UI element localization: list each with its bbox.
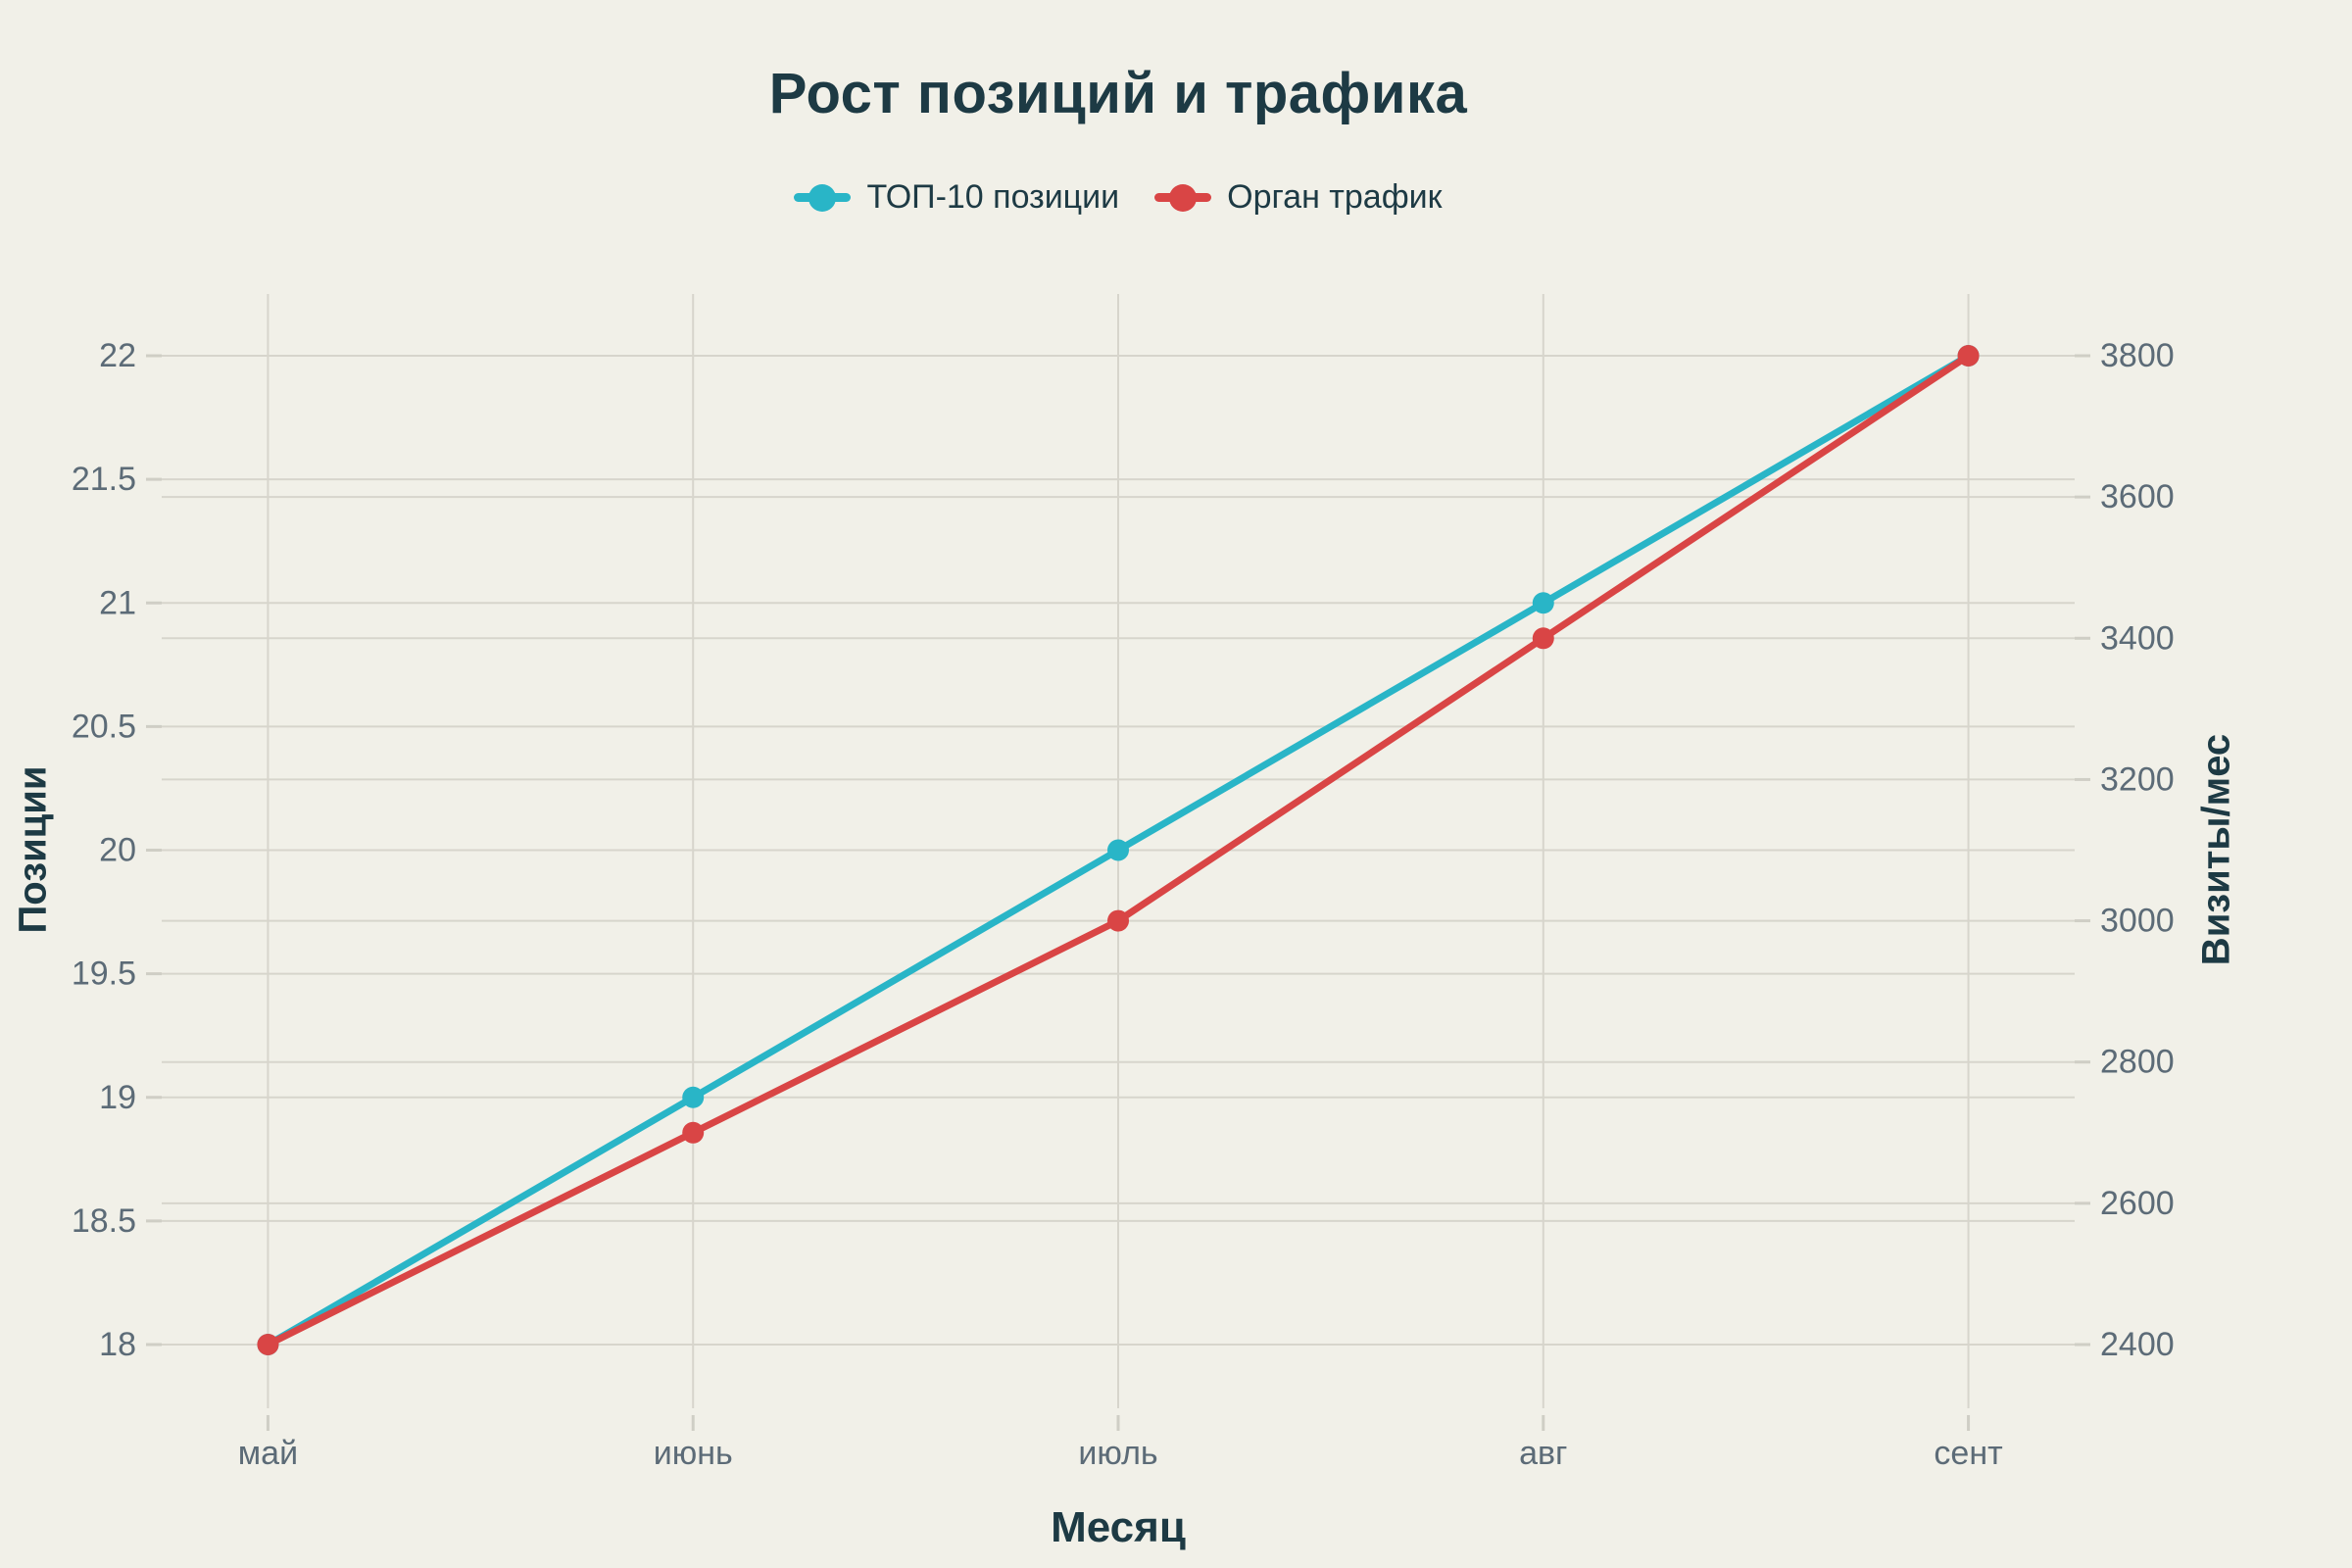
series-0-marker-авг[interactable] xyxy=(1532,592,1554,614)
y-right-tick-label: 2800 xyxy=(2100,1044,2175,1081)
y-left-tick-label: 19.5 xyxy=(72,956,136,993)
y-left-axis-title: Позиции xyxy=(11,765,55,934)
y-right-tick-label: 3400 xyxy=(2100,619,2175,657)
series-1-marker-авг[interactable] xyxy=(1532,627,1554,650)
x-tick-label: июнь xyxy=(654,1435,733,1472)
y-right-tick-label: 3200 xyxy=(2100,760,2175,798)
legend-label: Орган трафик xyxy=(1227,178,1443,216)
y-right-tick-label: 3800 xyxy=(2100,337,2175,374)
y-right-tick-label: 3000 xyxy=(2100,903,2175,940)
y-left-tick-label: 21.5 xyxy=(72,461,136,498)
y-right-tick-label: 2400 xyxy=(2100,1326,2175,1363)
legend-item-0[interactable]: ТОП-10 позиции xyxy=(794,178,1119,217)
y-right-tick-label: 3600 xyxy=(2100,478,2175,515)
series-1-marker-май[interactable] xyxy=(257,1334,279,1355)
legend-line-marker-icon xyxy=(1154,183,1212,212)
x-tick-label: июль xyxy=(1078,1435,1157,1472)
y-left-tick-label: 18.5 xyxy=(72,1202,136,1240)
y-left-tick-label: 22 xyxy=(99,337,136,374)
x-tick-label: май xyxy=(238,1435,298,1472)
y-left-tick-label: 20.5 xyxy=(72,708,136,745)
series-1-marker-июнь[interactable] xyxy=(682,1121,705,1144)
y-left-tick-label: 20 xyxy=(99,832,136,869)
legend-dot-icon xyxy=(1169,183,1198,212)
y-left-tick-label: 19 xyxy=(99,1079,136,1116)
series-1-marker-сент[interactable] xyxy=(1957,345,1980,367)
chart-title: Рост позиций и трафика xyxy=(768,62,1468,125)
y-left-tick-label: 21 xyxy=(99,584,136,621)
y-left-tick-label: 18 xyxy=(99,1326,136,1363)
y-right-tick-label: 2600 xyxy=(2100,1185,2175,1222)
series-1-marker-июль[interactable] xyxy=(1107,909,1129,932)
series-0-marker-июнь[interactable] xyxy=(682,1086,705,1108)
legend-line-marker-icon xyxy=(794,183,852,212)
legend-item-1[interactable]: Орган трафик xyxy=(1154,178,1443,217)
legend: ТОП-10 позиции Орган трафик xyxy=(162,178,2075,217)
x-tick-label: авг xyxy=(1519,1435,1567,1472)
x-tick-label: сент xyxy=(1934,1435,2002,1472)
x-axis-title: Месяц xyxy=(1051,1503,1186,1551)
legend-dot-icon xyxy=(808,183,837,212)
legend-label: ТОП-10 позиции xyxy=(866,178,1120,216)
y-right-axis-title: Визиты/мес xyxy=(2194,733,2238,966)
series-0-marker-июль[interactable] xyxy=(1107,839,1129,861)
